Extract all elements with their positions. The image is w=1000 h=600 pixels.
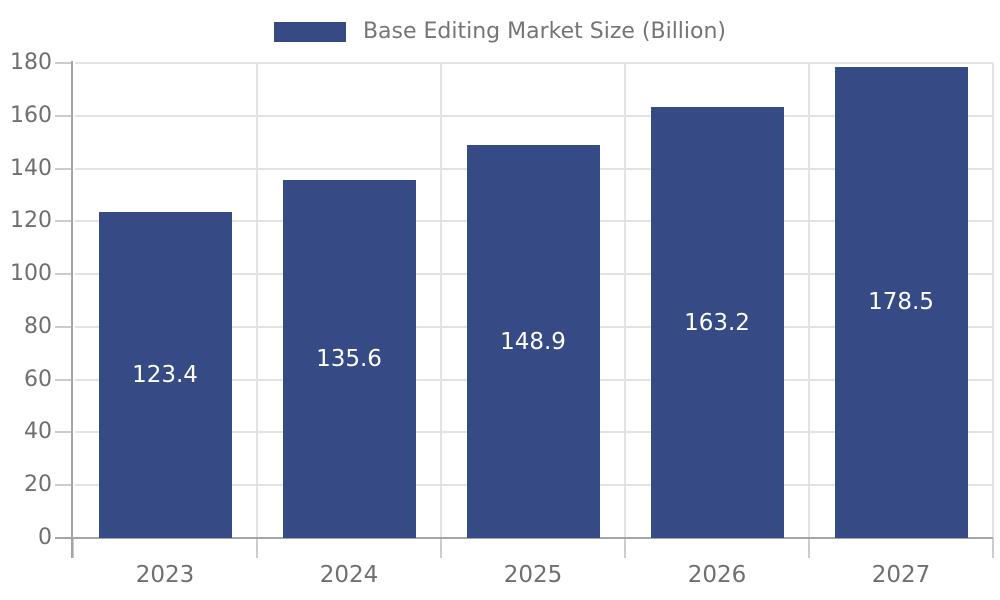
- y-tick-label: 0: [38, 525, 52, 550]
- vertical-gridline: [992, 63, 994, 538]
- horizontal-gridline: [75, 114, 993, 117]
- y-tick-label: 80: [24, 313, 52, 339]
- y-tick-mark: [55, 62, 73, 64]
- bar-value-label: 123.4: [132, 362, 198, 389]
- bar: 135.6: [282, 180, 416, 538]
- x-tick-label: 2027: [871, 562, 931, 588]
- x-tick-label: 2023: [135, 562, 195, 588]
- y-tick-mark: [55, 325, 73, 328]
- y-tick-label: 20: [24, 472, 52, 498]
- y-tick-label: 60: [24, 366, 52, 392]
- legend-label: Base Editing Market Size (Billion): [362, 19, 727, 44]
- x-tick-mark: [72, 538, 74, 558]
- y-tick-label: 140: [10, 155, 52, 181]
- bar: 178.5: [834, 66, 968, 538]
- y-tick-mark: [55, 484, 73, 487]
- y-tick-label: 100: [10, 261, 52, 287]
- chart-legend: Base Editing Market Size (Billion): [0, 19, 1000, 45]
- horizontal-gridline: [75, 62, 993, 64]
- bar-value-label: 135.6: [316, 346, 382, 373]
- y-tick-mark: [55, 114, 73, 117]
- y-tick-label: 160: [10, 102, 52, 128]
- x-tick-mark: [256, 538, 258, 558]
- bar: 148.9: [466, 145, 600, 538]
- y-tick-mark: [55, 378, 73, 381]
- bar-value-label: 148.9: [500, 328, 566, 355]
- y-tick-mark: [55, 167, 73, 170]
- x-tick-label: 2026: [687, 562, 747, 588]
- y-tick-label: 40: [24, 419, 52, 445]
- y-tick-mark: [55, 431, 73, 434]
- vertical-gridline: [624, 63, 626, 538]
- x-tick-mark: [992, 538, 994, 558]
- bar-value-label: 163.2: [684, 309, 750, 336]
- bar-value-label: 178.5: [868, 289, 934, 316]
- x-tick-mark: [808, 538, 810, 558]
- vertical-gridline: [808, 63, 810, 538]
- x-axis-line: [55, 537, 993, 539]
- x-tick-mark: [440, 538, 442, 558]
- y-tick-label: 180: [10, 50, 52, 75]
- y-tick-mark: [55, 220, 73, 223]
- x-tick-mark: [624, 538, 626, 558]
- y-axis-line: [71, 61, 73, 558]
- y-tick-mark: [55, 273, 73, 276]
- bar: 163.2: [650, 107, 784, 538]
- bar: 123.4: [98, 212, 232, 538]
- vertical-gridline: [256, 63, 258, 538]
- vertical-gridline: [440, 63, 442, 538]
- y-tick-label: 120: [10, 208, 52, 234]
- legend-swatch: [273, 22, 346, 42]
- x-tick-label: 2024: [319, 562, 379, 588]
- x-tick-label: 2025: [503, 562, 563, 588]
